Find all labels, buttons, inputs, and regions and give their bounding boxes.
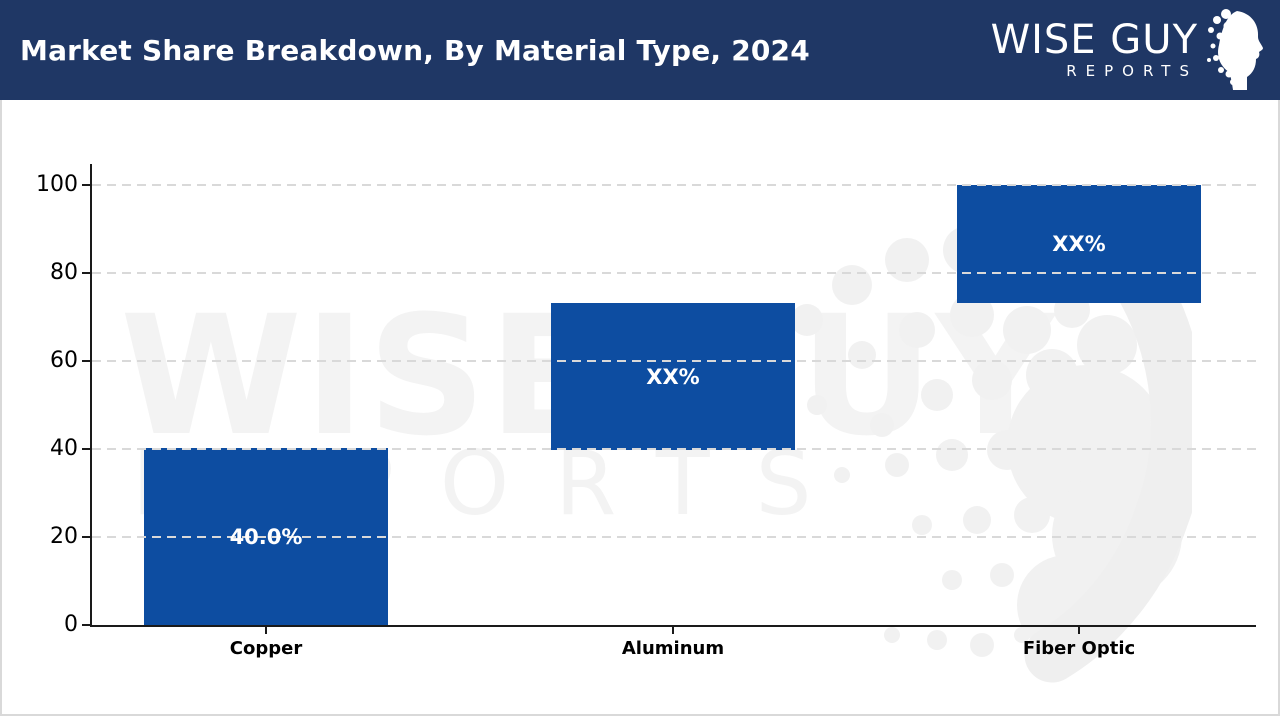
watermark-face-icon: [755, 226, 1192, 683]
y-axis-line: [90, 164, 92, 627]
header-bar: Market Share Breakdown, By Material Type…: [0, 0, 1280, 100]
logo-face-icon: [1207, 9, 1263, 90]
bar-copper-value-label: 40.0%: [229, 524, 303, 549]
x-axis-label-fiber-optic: Fiber Optic: [1022, 638, 1136, 659]
bar-fiber-optic-value-label: XX%: [1052, 232, 1106, 256]
logo-wordmark-line1: WISE GUY: [990, 17, 1198, 63]
y-tick-80: [82, 272, 90, 274]
page-title: Market Share Breakdown, By Material Type…: [20, 33, 810, 67]
gridline-60: [92, 360, 1256, 362]
y-tick-label-40: 40: [50, 436, 78, 461]
logo-wordmark-line2: REPORTS: [1066, 62, 1198, 80]
logo-wordmark: WISE GUY REPORTS: [991, 20, 1198, 80]
gridline-40: [92, 448, 1256, 450]
bar-fiber-optic: XX%: [957, 185, 1201, 303]
x-axis-label-copper: Copper: [229, 638, 303, 659]
gridline-100: [92, 184, 1256, 186]
gridline-80: [92, 272, 1256, 274]
x-tick-fiber-optic: [1078, 627, 1080, 634]
y-tick-40: [82, 448, 90, 450]
x-axis-label-aluminum: Aluminum: [621, 638, 725, 659]
chart-area: WISE GUY REPORTS 40.0% XX% XX%: [0, 100, 1280, 716]
y-tick-label-80: 80: [50, 260, 78, 285]
y-tick-60: [82, 360, 90, 362]
bar-aluminum-value-label: XX%: [646, 364, 700, 389]
y-tick-20: [82, 536, 90, 538]
y-tick-0: [82, 624, 90, 626]
y-tick-label-60: 60: [50, 348, 78, 373]
bar-aluminum: XX%: [551, 303, 795, 450]
x-axis-line: [90, 625, 1256, 627]
y-tick-label-0: 0: [64, 612, 78, 637]
x-tick-copper: [265, 627, 267, 634]
y-tick-label-100: 100: [36, 172, 78, 197]
y-tick-100: [82, 184, 90, 186]
gridline-20: [92, 536, 1256, 538]
y-tick-label-20: 20: [50, 524, 78, 549]
wise-guy-logo: WISE GUY REPORTS: [991, 8, 1266, 92]
x-tick-aluminum: [672, 627, 674, 634]
